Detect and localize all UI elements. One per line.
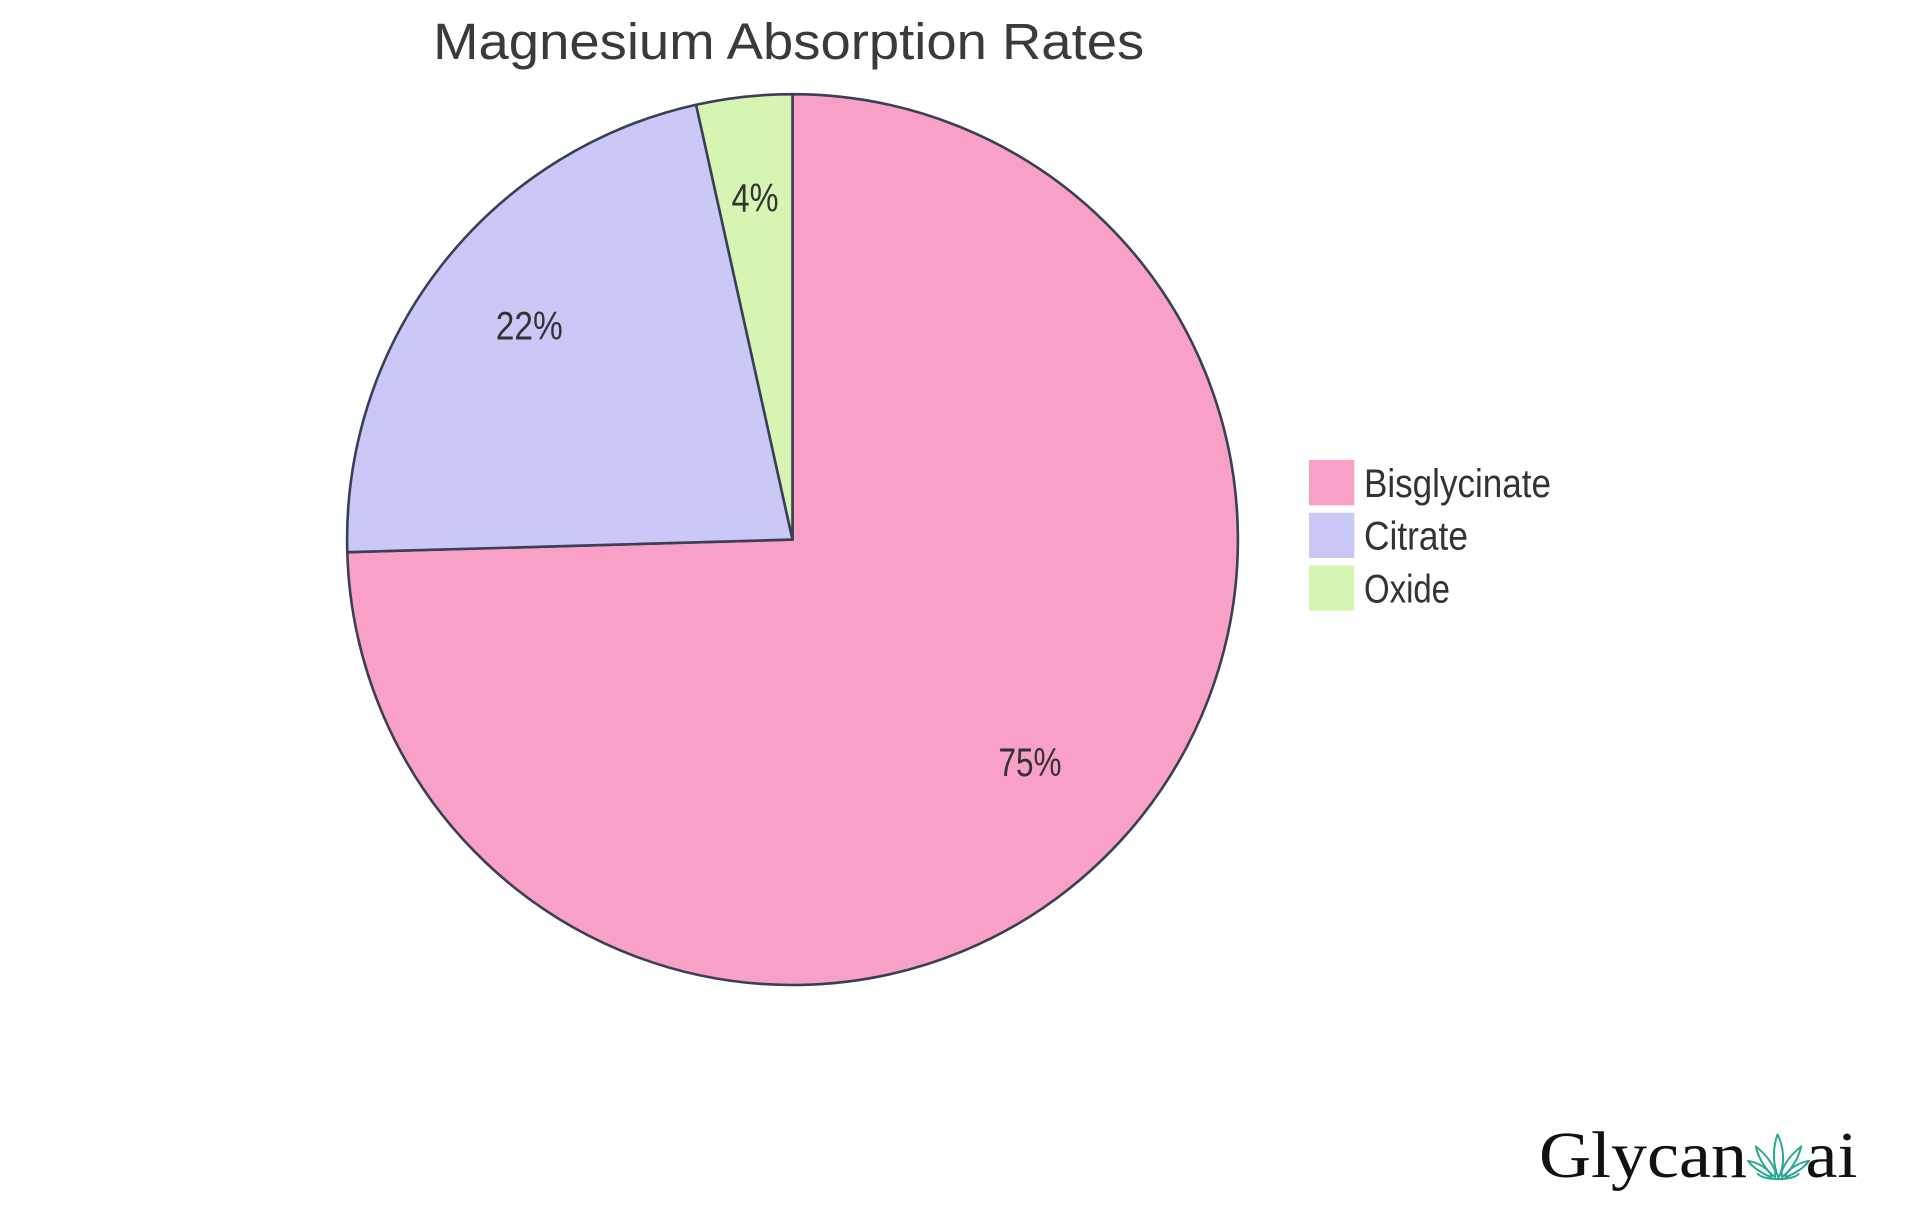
svg-text:Bisglycinate: Bisglycinate [1364,462,1551,506]
svg-text:22%: 22% [496,304,563,348]
svg-text:Magnesium Absorption Rates: Magnesium Absorption Rates [433,13,1144,70]
svg-text:Oxide: Oxide [1364,568,1450,612]
svg-text:Citrate: Citrate [1364,515,1468,559]
svg-text:75%: 75% [999,741,1062,785]
svg-text:Glycan: Glycan [1539,1119,1747,1192]
svg-text:ai: ai [1806,1119,1858,1192]
svg-text:4%: 4% [732,177,779,221]
